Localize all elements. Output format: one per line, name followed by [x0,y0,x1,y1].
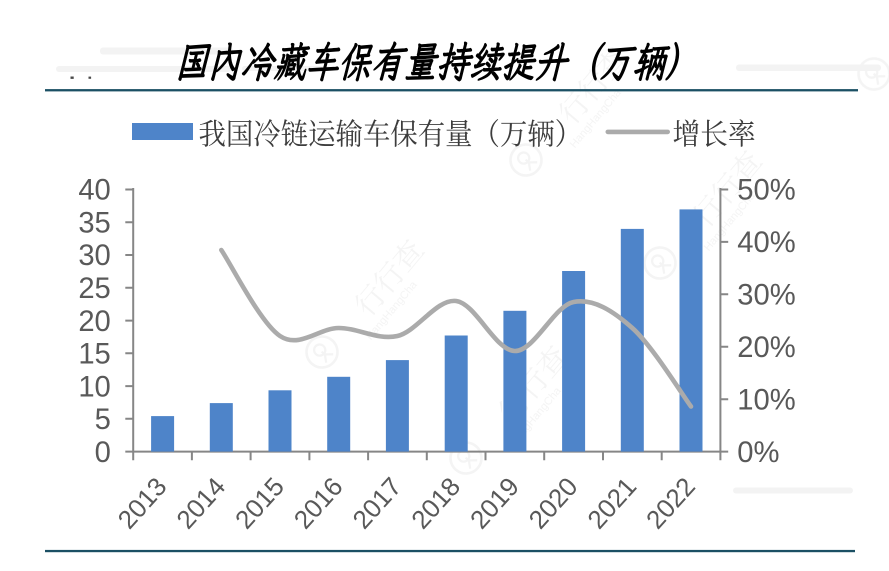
svg-text:20: 20 [78,306,110,338]
svg-text:0: 0 [95,437,111,469]
svg-text:15: 15 [78,339,110,371]
svg-text:30%: 30% [737,280,795,312]
svg-text:50%: 50% [737,175,795,207]
svg-text:25: 25 [78,273,110,305]
svg-text:5: 5 [95,404,111,436]
svg-text:30: 30 [78,240,110,272]
svg-text:40%: 40% [737,227,795,259]
svg-text:20%: 20% [737,332,795,364]
svg-text:0%: 0% [737,437,779,469]
svg-text:40: 40 [78,175,110,207]
svg-text:10: 10 [78,371,110,403]
svg-text:35: 35 [78,208,110,240]
svg-text:10%: 10% [737,384,795,416]
